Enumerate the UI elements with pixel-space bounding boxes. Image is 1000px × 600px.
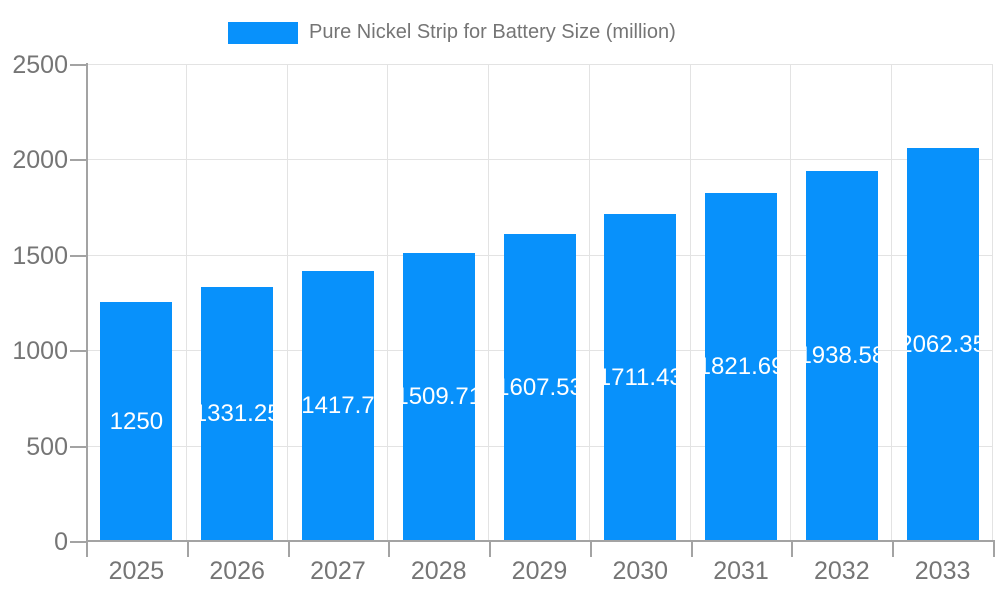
vertical-gridline xyxy=(790,64,791,541)
x-tick-mark xyxy=(993,541,995,557)
bar-value-label: 1509.71 xyxy=(403,383,475,410)
y-axis-label: 0 xyxy=(54,528,68,556)
legend: Pure Nickel Strip for Battery Size (mill… xyxy=(228,21,676,44)
x-tick-mark xyxy=(489,541,491,557)
bar-value-label: 1938.58 xyxy=(806,342,878,369)
y-tick-mark xyxy=(70,254,86,257)
horizontal-gridline xyxy=(86,159,993,161)
y-tick-mark xyxy=(70,64,86,66)
x-tick-mark xyxy=(892,541,894,557)
y-axis-label: 1500 xyxy=(12,241,68,270)
bar: 1250 xyxy=(100,302,173,541)
x-axis-label: 2025 xyxy=(108,557,165,585)
x-axis-label: 2028 xyxy=(410,557,467,585)
vertical-gridline xyxy=(992,64,993,541)
horizontal-gridline xyxy=(86,64,993,65)
x-axis-label: 2033 xyxy=(914,557,971,585)
x-axis-line xyxy=(86,540,995,542)
bar-value-label: 1711.43 xyxy=(604,363,677,391)
vertical-gridline xyxy=(589,64,590,541)
x-tick-mark xyxy=(590,541,592,557)
chart-title: Pure Nickel Strip for Battery Size (mill… xyxy=(309,21,676,43)
x-tick-mark xyxy=(691,541,693,557)
bar: 1938.58 xyxy=(805,171,878,541)
x-axis-label: 2026 xyxy=(209,557,265,585)
y-tick-mark xyxy=(70,350,86,353)
y-tick-mark xyxy=(70,541,86,543)
bar: 1711.43 xyxy=(604,214,677,541)
x-tick-mark xyxy=(388,541,390,557)
x-tick-mark xyxy=(187,541,189,557)
plot-area: 1250 1331.25 1417.7 1509.71 1607.53 1711.43 18… xyxy=(86,64,993,541)
x-axis-label: 2029 xyxy=(511,557,568,585)
y-axis-label: 1000 xyxy=(12,337,68,366)
vertical-gridline xyxy=(186,64,187,541)
x-axis-label: 2031 xyxy=(713,557,769,585)
x-tick-mark xyxy=(791,541,793,557)
y-tick-mark xyxy=(70,159,86,162)
bar-value-label: 1607.53 xyxy=(504,373,576,401)
vertical-gridline xyxy=(387,64,388,541)
bar: 1509.71 xyxy=(402,253,475,541)
y-axis-label: 2000 xyxy=(12,146,68,175)
y-axis-label: 2500 xyxy=(12,51,68,79)
vertical-gridline xyxy=(891,64,892,541)
vertical-gridline xyxy=(287,64,288,541)
y-axis-label: 500 xyxy=(26,432,68,461)
y-axis-line xyxy=(86,63,88,557)
bar-value-label: 1331.25 xyxy=(201,400,273,427)
bar-value-label: 1417.7 xyxy=(301,392,374,419)
bar-value-label: 2062.35 xyxy=(907,330,979,358)
bar: 1331.25 xyxy=(201,287,274,541)
bar: 1607.53 xyxy=(503,234,576,541)
vertical-gridline xyxy=(690,64,691,541)
bar: 1821.69 xyxy=(705,193,778,541)
x-tick-mark xyxy=(86,541,88,557)
y-tick-mark xyxy=(70,445,86,448)
bar: 1417.7 xyxy=(301,271,374,541)
legend-swatch xyxy=(228,21,298,44)
x-tick-mark xyxy=(288,541,290,557)
x-axis-label: 2027 xyxy=(310,557,366,585)
bar: 2062.35 xyxy=(906,148,979,541)
vertical-gridline xyxy=(488,64,489,541)
x-axis-label: 2032 xyxy=(814,557,870,585)
bar-value-label: 1250 xyxy=(109,407,164,435)
bar-value-label: 1821.69 xyxy=(705,353,777,380)
x-axis-label: 2030 xyxy=(612,557,669,585)
